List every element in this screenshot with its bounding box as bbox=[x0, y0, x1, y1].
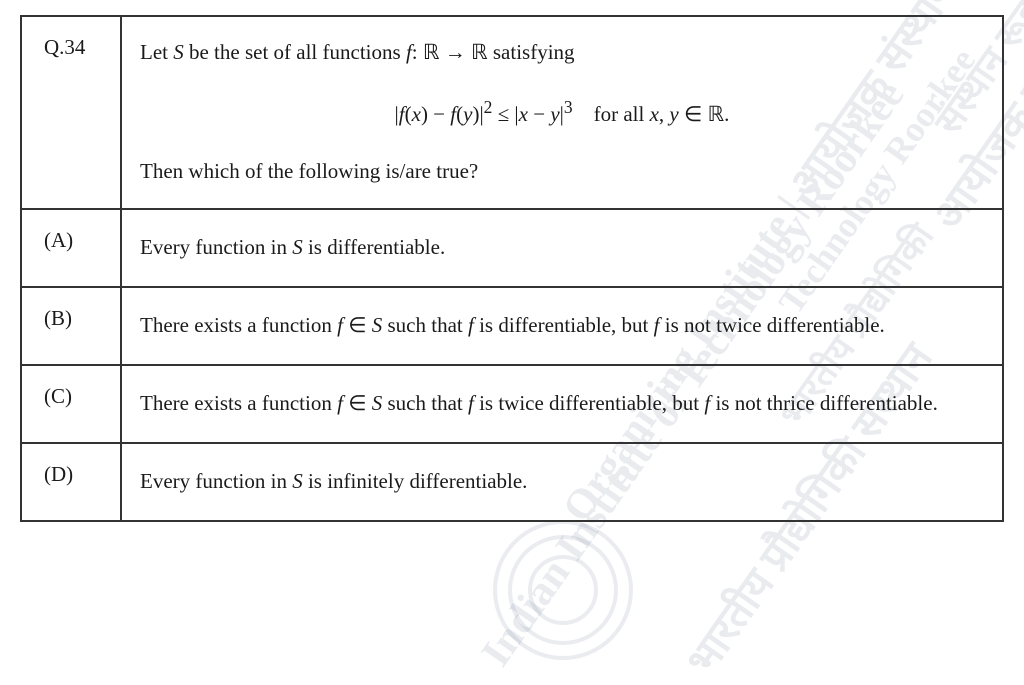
question-formula: |f(x) − f(y)|2 ≤ |x − y|3 for all x, y ∈… bbox=[140, 93, 984, 133]
option-label-cell: (D) bbox=[21, 443, 121, 521]
option-row: (B) There exists a function f ∈ S such t… bbox=[21, 287, 1003, 365]
question-table: Q.34 Let S be the set of all functions f… bbox=[20, 15, 1004, 522]
option-content-cell: There exists a function f ∈ S such that … bbox=[121, 287, 1003, 365]
option-label-cell: (C) bbox=[21, 365, 121, 443]
option-row: (C) There exists a function f ∈ S such t… bbox=[21, 365, 1003, 443]
watermark-seal bbox=[493, 520, 633, 660]
option-label: (C) bbox=[44, 384, 72, 408]
option-text: There exists a function f ∈ S such that … bbox=[140, 313, 885, 337]
option-text: There exists a function f ∈ S such that … bbox=[140, 391, 938, 415]
question-intro: Let S be the set of all functions f: ℝ →… bbox=[140, 35, 984, 71]
option-label: (B) bbox=[44, 306, 72, 330]
option-text: Every function in S is differentiable. bbox=[140, 235, 445, 259]
option-label-cell: (A) bbox=[21, 209, 121, 287]
question-row: Q.34 Let S be the set of all functions f… bbox=[21, 16, 1003, 209]
option-label: (A) bbox=[44, 228, 73, 252]
option-row: (A) Every function in S is differentiabl… bbox=[21, 209, 1003, 287]
option-text: Every function in S is infinitely differ… bbox=[140, 469, 527, 493]
option-label: (D) bbox=[44, 462, 73, 486]
question-number: Q.34 bbox=[44, 35, 85, 59]
option-row: (D) Every function in S is infinitely di… bbox=[21, 443, 1003, 521]
question-content-cell: Let S be the set of all functions f: ℝ →… bbox=[121, 16, 1003, 209]
question-prompt: Then which of the following is/are true? bbox=[140, 154, 984, 190]
option-content-cell: Every function in S is differentiable. bbox=[121, 209, 1003, 287]
question-number-cell: Q.34 bbox=[21, 16, 121, 209]
option-label-cell: (B) bbox=[21, 287, 121, 365]
option-content-cell: There exists a function f ∈ S such that … bbox=[121, 365, 1003, 443]
option-content-cell: Every function in S is infinitely differ… bbox=[121, 443, 1003, 521]
